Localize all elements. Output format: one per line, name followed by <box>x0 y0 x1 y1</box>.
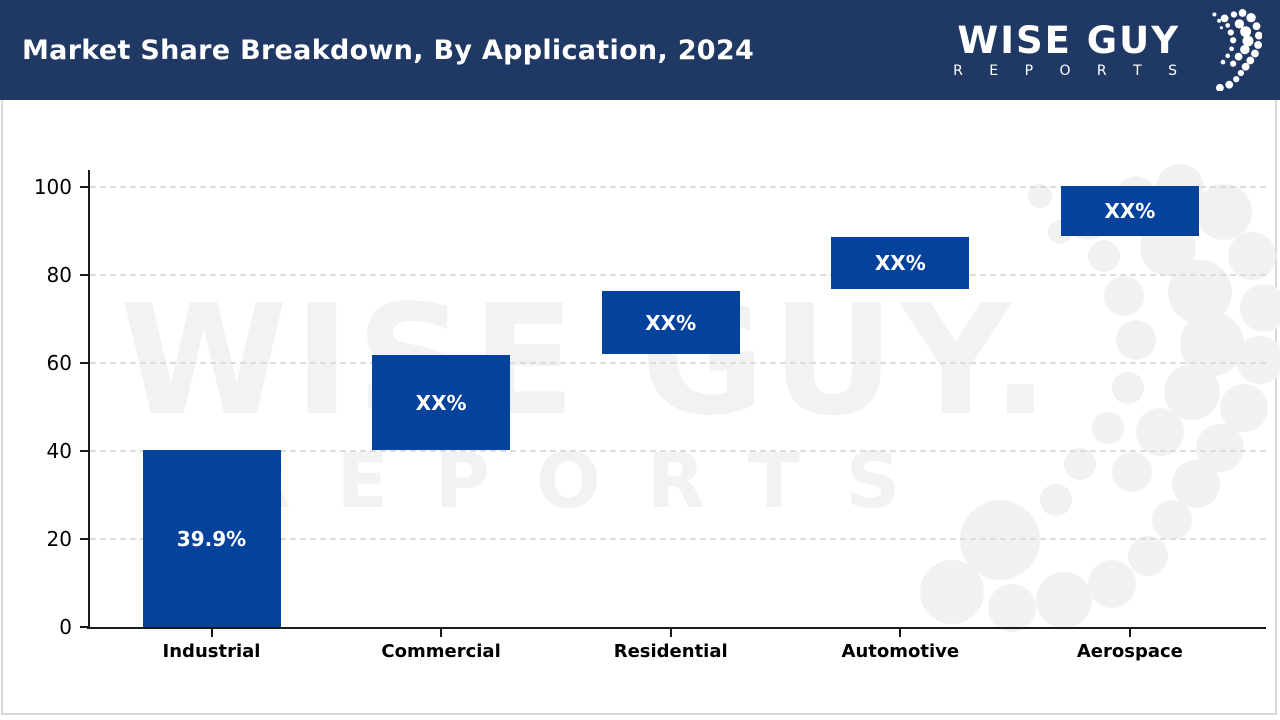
x-tick-label-aerospace: Aerospace <box>1076 641 1183 662</box>
gridline-40 <box>90 450 1266 452</box>
y-axis-tick <box>80 274 88 276</box>
y-tick-label: 100 <box>33 175 72 199</box>
bar-aerospace <box>1060 185 1199 236</box>
y-axis-tick <box>80 186 88 188</box>
y-axis-spine <box>88 169 90 629</box>
gridline-100 <box>90 186 1266 188</box>
gridline-20 <box>90 538 1266 540</box>
bar-label-commercial: XX% <box>415 390 467 415</box>
y-tick-label: 0 <box>59 615 72 639</box>
brand-logo-face-icon <box>1212 9 1262 91</box>
watermark-text-wiseguy: WISE GUY. <box>120 272 1056 449</box>
gridline-60 <box>90 362 1266 364</box>
x-tick-label-residential: Residential <box>613 641 728 662</box>
y-axis-tick <box>80 626 88 628</box>
y-axis-tick <box>80 450 88 452</box>
brand-logo: WISE GUY R E P O R T S <box>953 9 1280 91</box>
x-axis-tick <box>669 629 672 637</box>
bar-residential <box>601 290 740 355</box>
bar-automotive <box>831 237 970 290</box>
y-tick-label: 80 <box>46 263 72 287</box>
bar-label-aerospace: XX% <box>1104 198 1156 223</box>
y-axis-tick <box>80 538 88 540</box>
x-axis-spine <box>87 627 1266 629</box>
x-axis-tick <box>210 629 213 637</box>
header-bar: Market Share Breakdown, By Application, … <box>0 0 1280 100</box>
gridline-80 <box>90 274 1266 276</box>
brand-logo-name: WISE GUY <box>957 19 1180 62</box>
bar-label-automotive: XX% <box>874 251 926 276</box>
bar-label-industrial: 39.9% <box>176 526 247 551</box>
x-tick-label-commercial: Commercial <box>381 641 501 662</box>
page-title: Market Share Breakdown, By Application, … <box>22 34 755 66</box>
x-axis-tick <box>899 629 902 637</box>
y-axis-tick <box>80 362 88 364</box>
y-tick-label: 20 <box>46 527 72 551</box>
bar-label-residential: XX% <box>645 310 697 335</box>
bar-commercial <box>372 355 511 451</box>
x-tick-label-industrial: Industrial <box>162 641 261 662</box>
x-tick-label-automotive: Automotive <box>841 641 960 662</box>
bar-industrial <box>142 450 281 627</box>
brand-logo-subname: R E P O R T S <box>953 63 1188 79</box>
y-tick-label: 40 <box>46 439 72 463</box>
brand-logo-text: WISE GUY R E P O R T S <box>953 22 1180 78</box>
x-axis-tick <box>1128 629 1131 637</box>
y-tick-label: 60 <box>46 351 72 375</box>
x-axis-tick <box>440 629 443 637</box>
